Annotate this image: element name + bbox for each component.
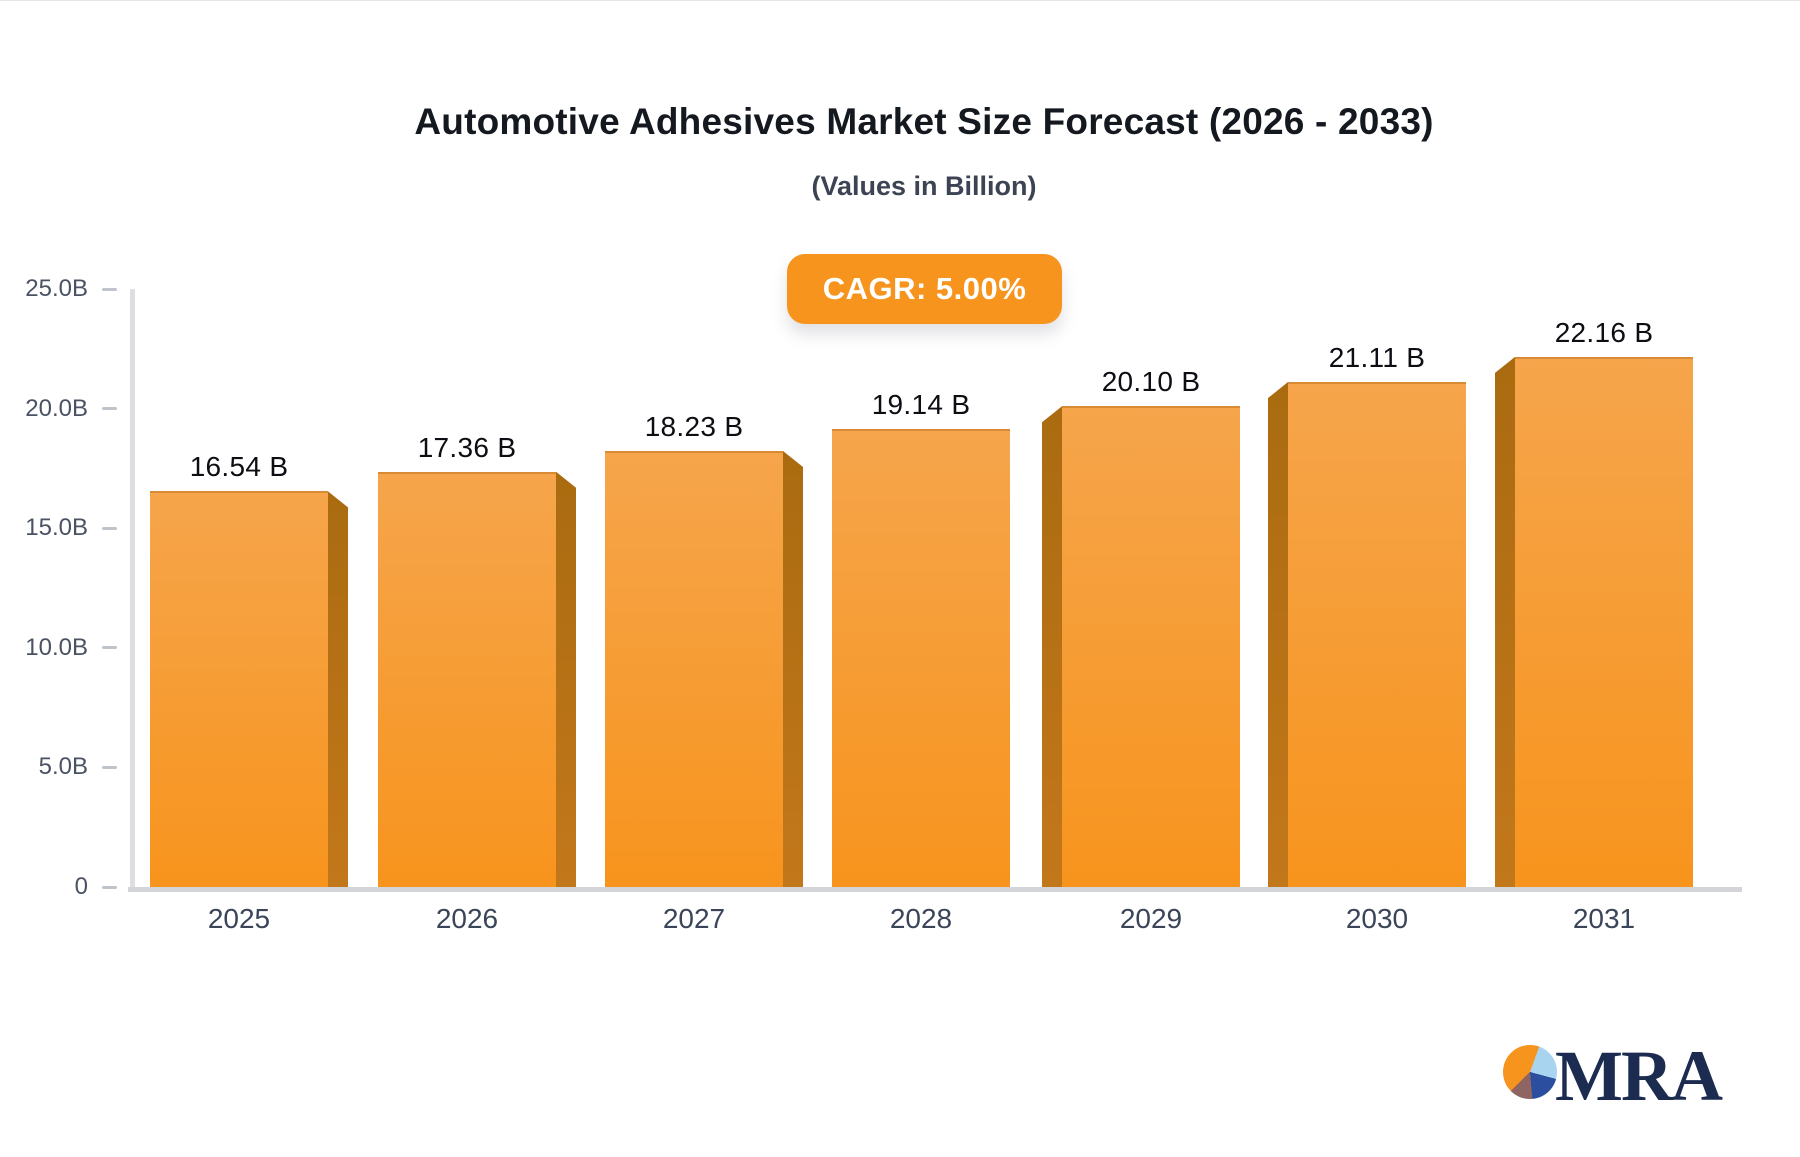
x-axis-label-2025: 2025 bbox=[207, 903, 271, 934]
bar-2030 bbox=[1288, 382, 1466, 887]
bar-side-2031 bbox=[1495, 356, 1515, 887]
logo: MRA bbox=[1503, 1031, 1733, 1121]
bar-side-2030 bbox=[1268, 382, 1288, 887]
y-tick-label: 5.0B bbox=[38, 753, 88, 781]
y-tick bbox=[102, 407, 117, 411]
bar-value-label: 17.36 B bbox=[417, 431, 517, 463]
y-tick bbox=[102, 885, 117, 889]
bar-2025 bbox=[150, 491, 328, 887]
cagr-badge-label: CAGR: 5.00% bbox=[822, 271, 1027, 306]
cagr-badge: CAGR: 5.00% bbox=[787, 254, 1062, 324]
y-tick-label: 20.0B bbox=[25, 394, 88, 422]
bar-2028 bbox=[832, 429, 1010, 887]
y-tick bbox=[102, 765, 117, 769]
x-axis-label-2030: 2030 bbox=[1345, 903, 1409, 934]
bar-2026 bbox=[378, 471, 556, 887]
bar-value-label: 20.10 B bbox=[1101, 366, 1201, 398]
x-axis-label-2029: 2029 bbox=[1119, 903, 1183, 934]
x-axis-label-2026: 2026 bbox=[435, 903, 499, 934]
y-axis-line bbox=[130, 289, 135, 892]
bar-value-label: 22.16 B bbox=[1554, 316, 1654, 348]
y-tick-label: 10.0B bbox=[25, 633, 88, 661]
y-tick-label: 25.0B bbox=[25, 275, 88, 302]
x-axis-label-2028: 2028 bbox=[889, 903, 953, 934]
y-tick bbox=[102, 646, 117, 650]
x-axis-label-2031: 2031 bbox=[1572, 903, 1636, 934]
logo-text: MRA bbox=[1555, 1036, 1723, 1116]
bar-2031 bbox=[1515, 356, 1693, 887]
bar-side-2026 bbox=[556, 471, 576, 887]
bar-2027 bbox=[605, 450, 783, 887]
x-axis-line bbox=[128, 887, 1742, 892]
y-tick bbox=[102, 287, 117, 291]
chart-subtitle: (Values in Billion) bbox=[811, 171, 1037, 201]
chart-title: Automotive Adhesives Market Size Forecas… bbox=[414, 101, 1434, 142]
bar-value-label: 19.14 B bbox=[871, 389, 971, 421]
bar-side-2027 bbox=[783, 450, 803, 887]
bar-value-label: 18.23 B bbox=[644, 410, 744, 442]
bar-side-2025 bbox=[328, 491, 348, 887]
x-axis-label-2027: 2027 bbox=[662, 903, 726, 934]
bar-2029 bbox=[1062, 406, 1240, 887]
bar-side-2029 bbox=[1042, 406, 1062, 887]
bar-value-label: 16.54 B bbox=[189, 451, 289, 483]
y-tick-label: 15.0B bbox=[25, 514, 88, 542]
y-tick bbox=[102, 526, 117, 530]
bar-value-label: 21.11 B bbox=[1328, 342, 1426, 374]
logo-pie-icon bbox=[1503, 1045, 1557, 1099]
y-tick-label: 0 bbox=[74, 873, 88, 900]
